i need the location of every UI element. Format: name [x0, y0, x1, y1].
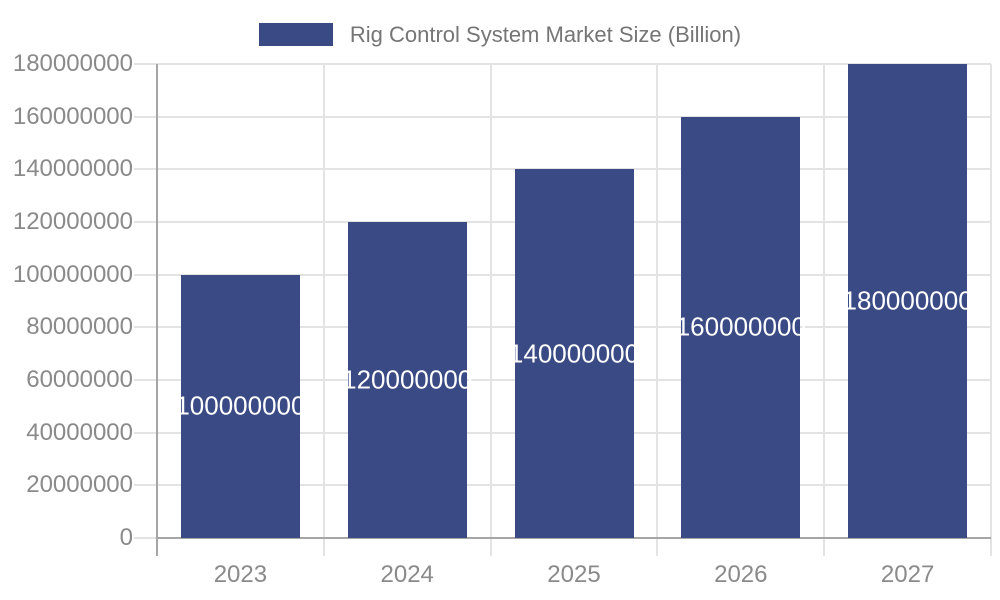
y-axis-line: [156, 64, 158, 556]
bar[interactable]: [347, 222, 467, 538]
bar-value-label: 100000000: [175, 390, 306, 421]
y-tick-label: 20000000: [26, 471, 133, 499]
y-tick: [134, 273, 157, 276]
x-tick: [823, 538, 826, 556]
y-tick: [134, 168, 157, 171]
y-tick-label: 40000000: [26, 418, 133, 446]
y-gridline: [157, 115, 991, 118]
x-gridline: [823, 64, 826, 538]
x-tick-label: 2025: [547, 561, 601, 588]
y-tick-label: 180000000: [12, 50, 133, 77]
legend-swatch: [258, 23, 333, 46]
x-gridline: [656, 64, 659, 538]
x-tick-label: 2024: [380, 561, 434, 588]
y-tick-label: 120000000: [12, 208, 133, 235]
x-tick-label: 2026: [714, 561, 768, 588]
legend[interactable]: Rig Control System Market Size (Billion): [0, 17, 1000, 52]
legend-label: Rig Control System Market Size (Billion): [349, 21, 742, 47]
y-tick: [134, 221, 157, 223]
y-tick: [134, 63, 157, 65]
y-tick: [134, 115, 157, 118]
bar[interactable]: [848, 64, 968, 538]
bar[interactable]: [180, 274, 300, 538]
bar-value-label: 120000000: [342, 364, 473, 395]
y-tick: [134, 537, 157, 539]
y-tick-label: 100000000: [12, 260, 133, 288]
bar-value-label: 140000000: [508, 338, 640, 369]
y-tick: [134, 379, 157, 381]
y-tick: [134, 484, 157, 487]
x-tick-label: 2027: [880, 561, 935, 588]
x-tick: [656, 538, 659, 556]
y-tick: [134, 326, 157, 329]
y-tick-label: 80000000: [26, 313, 133, 341]
x-gridline: [990, 64, 992, 538]
x-tick: [322, 538, 325, 556]
x-tick-label: 2023: [213, 561, 268, 588]
y-tick-label: 140000000: [12, 155, 133, 183]
x-gridline: [322, 64, 325, 538]
x-tick: [489, 538, 492, 556]
x-tick: [990, 538, 992, 556]
bar-value-label: 160000000: [675, 311, 806, 342]
bar-value-label: 180000000: [842, 285, 973, 316]
y-tick: [134, 431, 157, 434]
bar[interactable]: [681, 116, 801, 538]
y-tick-label: 60000000: [26, 366, 133, 393]
x-axis-line: [157, 537, 991, 539]
y-tick-label: 160000000: [12, 102, 133, 130]
bar[interactable]: [514, 169, 634, 538]
y-tick-label: 0: [119, 524, 133, 551]
x-gridline: [489, 64, 492, 538]
y-gridline: [157, 63, 991, 65]
